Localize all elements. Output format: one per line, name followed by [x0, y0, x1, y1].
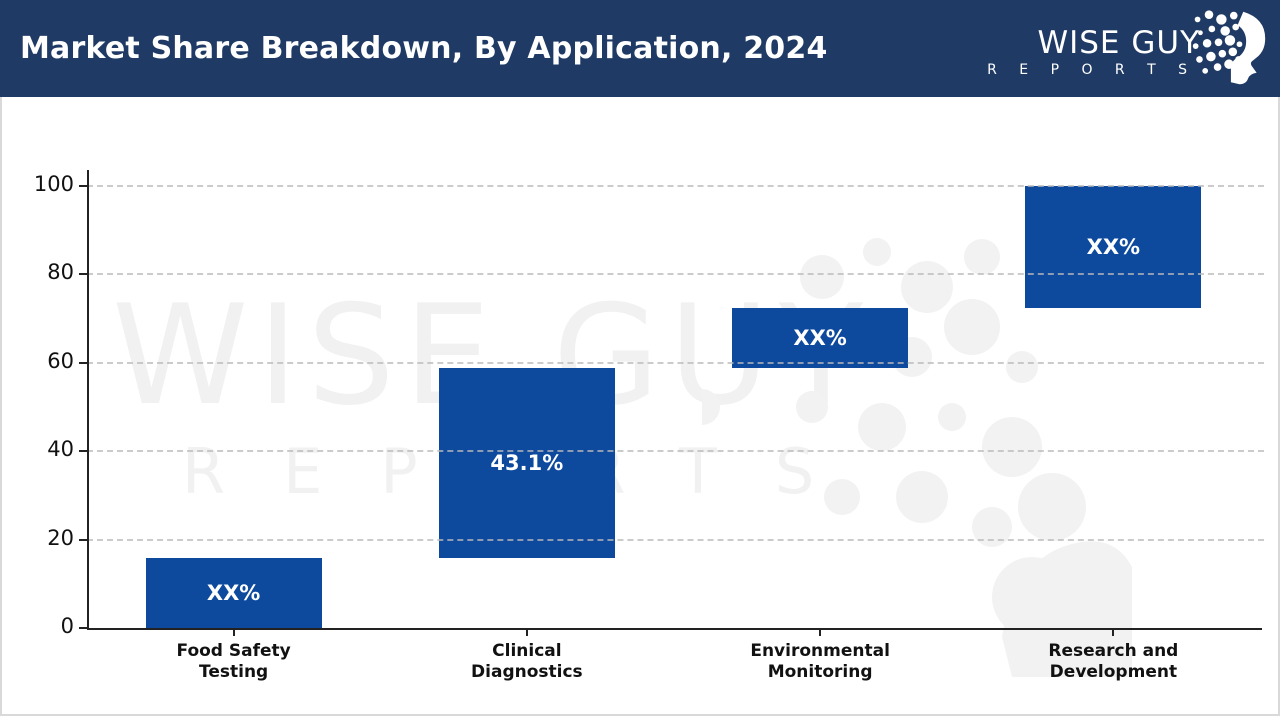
y-tick-label-40: 40 [47, 437, 74, 462]
y-tick-label-80: 80 [47, 260, 74, 285]
logo-wordmark: WISE GUY [1037, 25, 1200, 61]
bar-value-label: XX% [206, 581, 261, 606]
y-tick-mark [79, 538, 87, 541]
dotted-face-icon [1192, 10, 1266, 85]
x-axis-line [87, 628, 1262, 630]
bar-value-label: 43.1% [490, 450, 564, 475]
y-tick-label-100: 100 [33, 172, 74, 196]
y-axis-line [87, 170, 89, 630]
x-category-label-food-safety-testing: Food Safety Testing [176, 641, 291, 682]
x-category-label-environmental-monitoring: Environmental Monitoring [750, 641, 890, 682]
gridline-20 [87, 538, 1264, 541]
gridline-80 [87, 273, 1264, 276]
gridline-40 [87, 450, 1264, 453]
x-category-label-clinical-diagnostics: Clinical Diagnostics [471, 641, 583, 682]
wise-guy-reports-logo: WISE GUY R E P O R T S [987, 0, 1268, 97]
x-tick-mark [525, 628, 528, 636]
y-tick-mark [79, 273, 87, 276]
bar-research-and-development: XX% [1025, 186, 1202, 308]
x-tick-mark [819, 628, 822, 636]
x-tick-mark [232, 628, 235, 636]
header-bar: Market Share Breakdown, By Application, … [0, 0, 1280, 97]
gridline-60 [87, 361, 1264, 364]
y-tick-label-0: 0 [60, 614, 74, 638]
bar-clinical-diagnostics: 43.1% [438, 367, 615, 559]
page-title: Market Share Breakdown, By Application, … [20, 31, 828, 66]
y-tick-mark [79, 361, 87, 364]
y-tick-mark [79, 185, 87, 187]
bar-food-safety-testing: XX% [145, 558, 322, 628]
y-tick-mark [79, 627, 87, 629]
bar-value-label: XX% [1086, 234, 1141, 259]
bar-value-label: XX% [793, 325, 847, 350]
gridline-100 [87, 185, 1264, 187]
y-tick-mark [79, 450, 87, 453]
y-tick-label-60: 60 [47, 348, 74, 373]
y-tick-label-20: 20 [47, 525, 74, 550]
x-category-label-research-and-development: Research and Development [1048, 641, 1179, 682]
logo-subtitle: R E P O R T S [987, 62, 1196, 78]
bar-environmental-monitoring: XX% [732, 307, 909, 368]
x-tick-mark [1112, 628, 1115, 636]
